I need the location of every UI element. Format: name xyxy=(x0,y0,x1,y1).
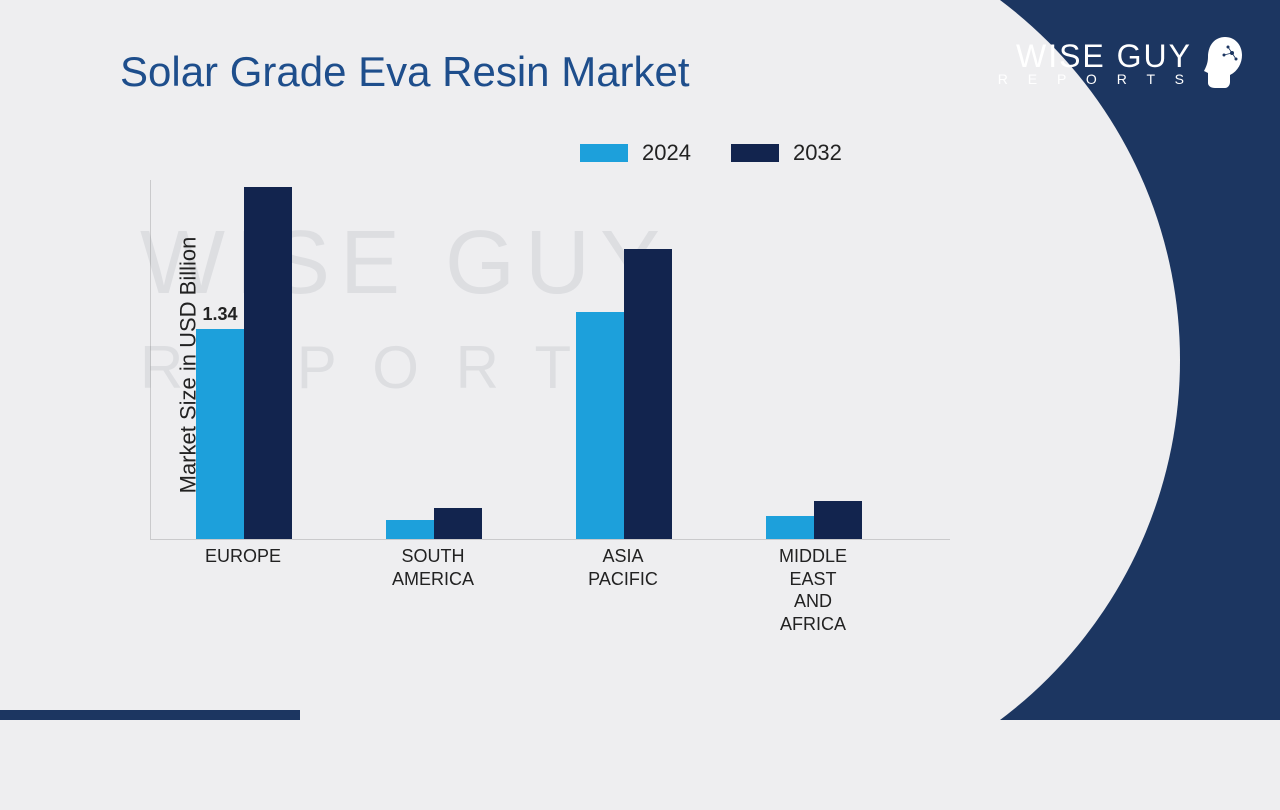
bar xyxy=(624,249,672,539)
bar xyxy=(576,312,624,539)
bar xyxy=(386,520,434,539)
bar xyxy=(766,516,814,539)
x-label: ASIAPACIFIC xyxy=(548,545,698,590)
legend-item-1: 2032 xyxy=(731,140,842,166)
bar xyxy=(244,187,292,539)
logo-sub-text: R E P O R T S xyxy=(998,71,1192,87)
bar-value-label: 1.34 xyxy=(202,304,237,325)
bar: 1.34 xyxy=(196,329,244,539)
right-panel xyxy=(960,0,1280,720)
legend-swatch xyxy=(580,144,628,162)
legend-swatch xyxy=(731,144,779,162)
bar xyxy=(814,501,862,539)
legend-item-0: 2024 xyxy=(580,140,691,166)
x-label: EUROPE xyxy=(168,545,318,568)
head-icon xyxy=(1200,35,1250,90)
legend-label: 2032 xyxy=(793,140,842,166)
bar xyxy=(434,508,482,539)
plot-area: 1.34 xyxy=(150,180,950,540)
x-label: MIDDLEEASTANDAFRICA xyxy=(738,545,888,635)
legend: 2024 2032 xyxy=(580,140,842,166)
chart-area: Market Size in USD Billion 20242032 1.34… xyxy=(100,140,950,590)
legend-label: 2024 xyxy=(642,140,691,166)
logo: WISE GUY R E P O R T S xyxy=(998,35,1250,90)
bottom-accent-bar xyxy=(0,710,300,720)
chart-title: Solar Grade Eva Resin Market xyxy=(120,48,690,96)
x-label: SOUTHAMERICA xyxy=(358,545,508,590)
logo-main-text: WISE GUY xyxy=(998,38,1192,75)
